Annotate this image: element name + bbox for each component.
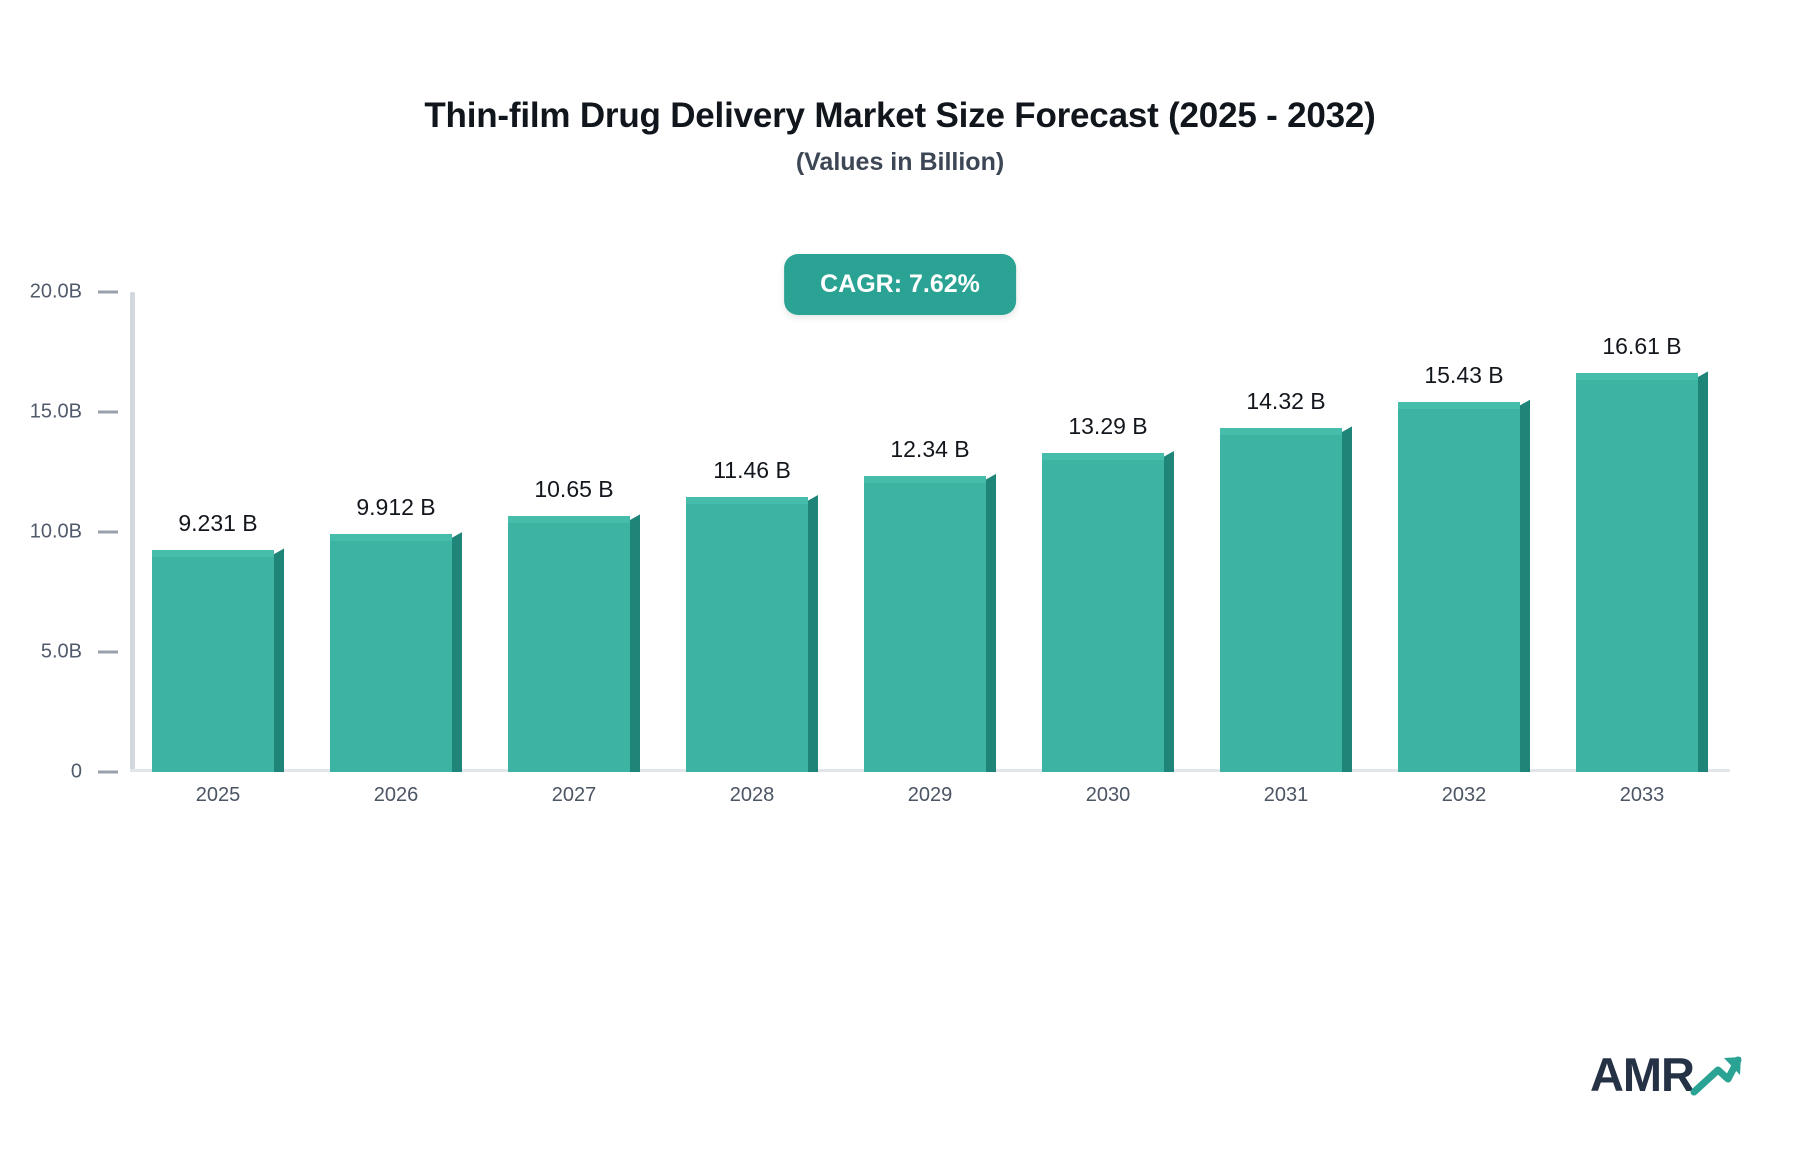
bar-slot: 16.61 B: [1568, 292, 1716, 772]
x-axis-label: 2032: [1441, 784, 1487, 806]
plot-area: 0 5.0B 10.0B 15.0B 20.0B 9.231 B 9.912 B 10.65…: [30, 281, 1730, 783]
bar[interactable]: 9.231 B: [152, 510, 284, 772]
bar-top-face: [1220, 428, 1342, 436]
bar-slot: 9.231 B: [144, 292, 292, 772]
bar-front-face: [864, 475, 986, 772]
bar-slot: 13.29 B: [1034, 292, 1182, 772]
bar-slot: 12.34 B: [856, 292, 1004, 772]
bar-slot: 11.46 B: [678, 292, 826, 772]
bar[interactable]: 13.29 B: [1042, 413, 1174, 772]
y-axis-tick: 0: [71, 761, 130, 784]
y-axis-tick-mark: [98, 530, 118, 534]
bar-value-label: 14.32 B: [1246, 388, 1326, 415]
bar-value-label: 12.34 B: [890, 435, 970, 462]
arrow-up-right-icon: [1688, 1054, 1744, 1101]
bar-top-face: [1576, 373, 1698, 381]
bar-series: 9.231 B 9.912 B 10.65 B 11.46 B 12.34 B 13.29…: [130, 292, 1730, 772]
y-axis-tick-label: 5.0B: [40, 640, 82, 663]
bar-value-label: 9.912 B: [356, 494, 436, 521]
bar[interactable]: 16.61 B: [1576, 333, 1708, 772]
x-axis-label: 2028: [729, 784, 775, 806]
chart-subtitle: (Values in Billion): [795, 148, 1005, 176]
bar-top-face: [508, 516, 630, 524]
x-axis-label: 2026: [373, 784, 419, 806]
x-axis-label: 2030: [1085, 784, 1131, 806]
bar[interactable]: 14.32 B: [1220, 388, 1352, 772]
bar-value-label: 9.231 B: [178, 510, 258, 537]
y-axis-tick: 10.0B: [30, 521, 130, 544]
amr-logo: AMR: [1590, 1051, 1744, 1098]
bar-front-face: [508, 516, 630, 772]
bar-slot: 9.912 B: [322, 292, 470, 772]
chart-title: Thin-film Drug Delivery Market Size Fore…: [424, 96, 1376, 135]
bar[interactable]: 9.912 B: [330, 494, 462, 772]
x-axis-label: 2025: [195, 784, 241, 806]
x-axis-label: 2029: [907, 784, 953, 806]
logo-text: AMR: [1589, 1048, 1695, 1101]
y-axis-tick-mark: [98, 410, 118, 414]
bar[interactable]: 10.65 B: [508, 476, 640, 772]
bar-front-face: [330, 534, 452, 772]
y-axis-tick-label: 15.0B: [29, 400, 82, 423]
x-axis-labels: 2025 2026 2027 2028 2029 2030 2031 2032 2033: [130, 784, 1730, 807]
x-axis-label: 2033: [1619, 784, 1665, 806]
bar-value-label: 13.29 B: [1068, 413, 1148, 440]
bar-top-face: [1042, 453, 1164, 461]
bar-front-face: [686, 496, 808, 772]
bar-front-face: [1576, 373, 1698, 772]
bar-top-face: [152, 550, 274, 558]
bar[interactable]: 15.43 B: [1398, 362, 1530, 772]
bar-slot: 10.65 B: [500, 292, 648, 772]
bar-top-face: [864, 475, 986, 483]
bar-front-face: [152, 550, 274, 772]
y-axis-tick: 5.0B: [41, 641, 130, 664]
bar-front-face: [1398, 401, 1520, 772]
y-axis-tick-mark: [98, 650, 118, 654]
y-axis-tick-label: 20.0B: [29, 280, 82, 303]
bar-slot: 15.43 B: [1390, 292, 1538, 772]
bar-value-label: 16.61 B: [1602, 333, 1682, 360]
x-axis-label: 2027: [551, 784, 597, 806]
cagr-badge: CAGR: 7.62%: [784, 254, 1016, 315]
bar[interactable]: 12.34 B: [864, 436, 996, 772]
y-axis-tick: 20.0B: [30, 281, 130, 304]
bar[interactable]: 11.46 B: [686, 457, 818, 772]
bar-front-face: [1220, 428, 1342, 772]
bar-value-label: 10.65 B: [534, 476, 614, 503]
bar-value-label: 11.46 B: [713, 456, 791, 483]
bar-slot: 14.32 B: [1212, 292, 1360, 772]
bar-value-label: 15.43 B: [1424, 361, 1504, 388]
y-axis-line: [130, 292, 135, 772]
y-axis-tick: 15.0B: [30, 401, 130, 424]
bar-top-face: [1398, 401, 1520, 409]
y-axis-tick-mark: [98, 770, 118, 774]
y-axis-tick-label: 0: [70, 760, 82, 783]
bar-top-face: [330, 534, 452, 542]
bar-top-face: [686, 496, 808, 504]
y-axis-tick-label: 10.0B: [29, 520, 82, 543]
y-axis-tick-mark: [98, 290, 118, 294]
bar-front-face: [1042, 453, 1164, 772]
x-axis-label: 2031: [1263, 784, 1309, 806]
